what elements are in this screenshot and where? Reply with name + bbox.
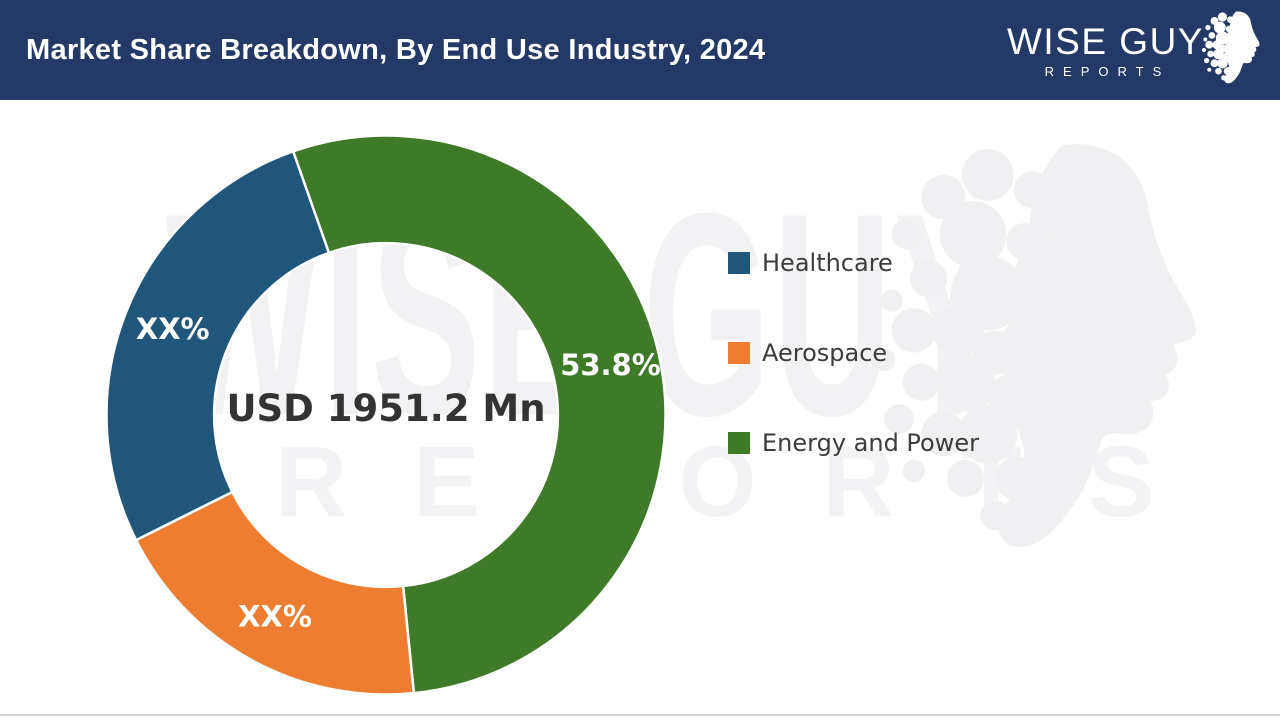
legend-item-energy-and-power: Energy and Power	[728, 429, 979, 457]
legend-label: Healthcare	[762, 249, 893, 277]
page-title: Market Share Breakdown, By End Use Indus…	[26, 33, 766, 66]
legend-swatch	[728, 252, 750, 274]
brand-reports-text: REPORTS	[1044, 63, 1171, 79]
legend-label: Energy and Power	[762, 429, 979, 457]
brand-wordmark: WISE GUY REPORTS	[1006, 20, 1204, 79]
header-bar: Market Share Breakdown, By End Use Indus…	[0, 0, 1280, 100]
chart-legend: Healthcare Aerospace Energy and Power	[728, 249, 979, 520]
pie-slice-healthcare	[105, 150, 331, 542]
pie-slice-value-label: XX%	[238, 599, 312, 633]
legend-item-healthcare: Healthcare	[728, 249, 979, 277]
legend-item-aerospace: Aerospace	[728, 339, 979, 367]
donut-center-value: USD 1951.2 Mn	[226, 387, 545, 430]
legend-label: Aerospace	[762, 339, 888, 367]
legend-swatch	[728, 342, 750, 364]
brand-name-text: WISE GUY	[1006, 20, 1204, 62]
brand-head-icon	[1201, 11, 1260, 84]
pie-slice-value-label: XX%	[136, 312, 210, 346]
legend-swatch	[728, 432, 750, 454]
pie-slice-aerospace	[134, 490, 416, 696]
footer-divider	[0, 714, 1280, 720]
brand-logo: WISE GUY REPORTS	[1007, 8, 1266, 92]
donut-chart-svg: 53.8% XX% XX% USD 1951.2 Mn	[105, 134, 667, 696]
pie-slice-value-label: 53.8%	[560, 348, 661, 382]
pie-slice-energy-and-power	[291, 134, 667, 695]
donut-chart: 53.8% XX% XX% USD 1951.2 Mn	[105, 134, 667, 696]
